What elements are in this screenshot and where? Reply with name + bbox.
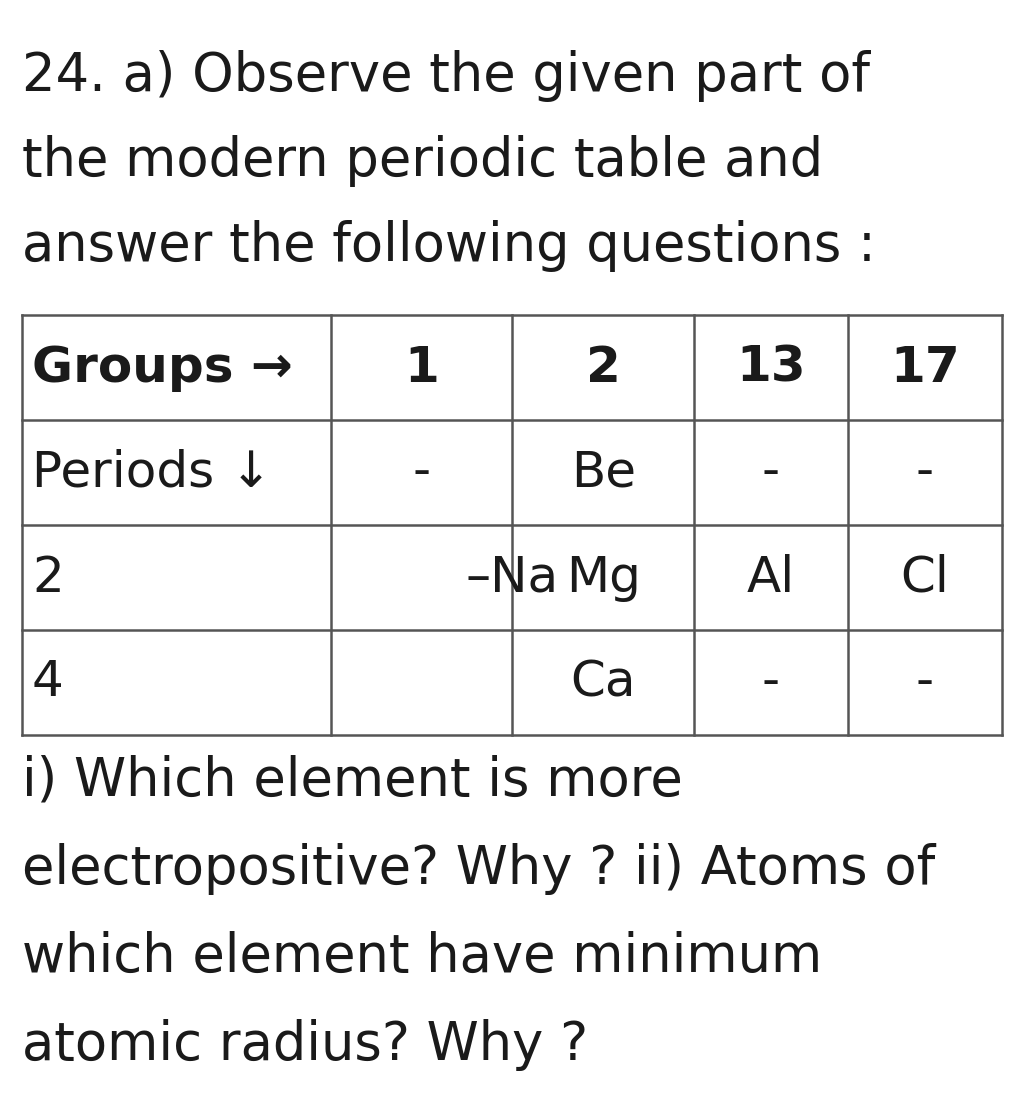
Text: the modern periodic table and: the modern periodic table and [22, 135, 823, 187]
Text: Groups →: Groups → [32, 344, 293, 391]
Text: 13: 13 [736, 344, 806, 391]
Text: electropositive? Why ? ii) Atoms of: electropositive? Why ? ii) Atoms of [22, 843, 935, 895]
Text: 2: 2 [586, 344, 621, 391]
Text: Ca: Ca [570, 658, 636, 707]
Text: Periods ↓: Periods ↓ [32, 448, 272, 497]
Text: -: - [915, 448, 934, 497]
Text: atomic radius? Why ?: atomic radius? Why ? [22, 1019, 588, 1072]
Text: -: - [915, 658, 934, 707]
Text: 2: 2 [32, 554, 63, 601]
Text: Be: Be [570, 448, 636, 497]
Text: Cl: Cl [900, 554, 949, 601]
Text: –Na: –Na [466, 554, 559, 601]
Text: -: - [762, 448, 780, 497]
Text: which element have minimum: which element have minimum [22, 931, 822, 983]
Text: Mg: Mg [566, 554, 641, 601]
Text: answer the following questions :: answer the following questions : [22, 220, 876, 271]
Text: 24. a) Observe the given part of: 24. a) Observe the given part of [22, 49, 870, 102]
Text: Al: Al [746, 554, 795, 601]
Text: i) Which element is more: i) Which element is more [22, 755, 683, 807]
Text: -: - [762, 658, 780, 707]
Text: 1: 1 [404, 344, 439, 391]
Text: 17: 17 [890, 344, 959, 391]
Text: 4: 4 [32, 658, 63, 707]
Text: -: - [413, 448, 431, 497]
